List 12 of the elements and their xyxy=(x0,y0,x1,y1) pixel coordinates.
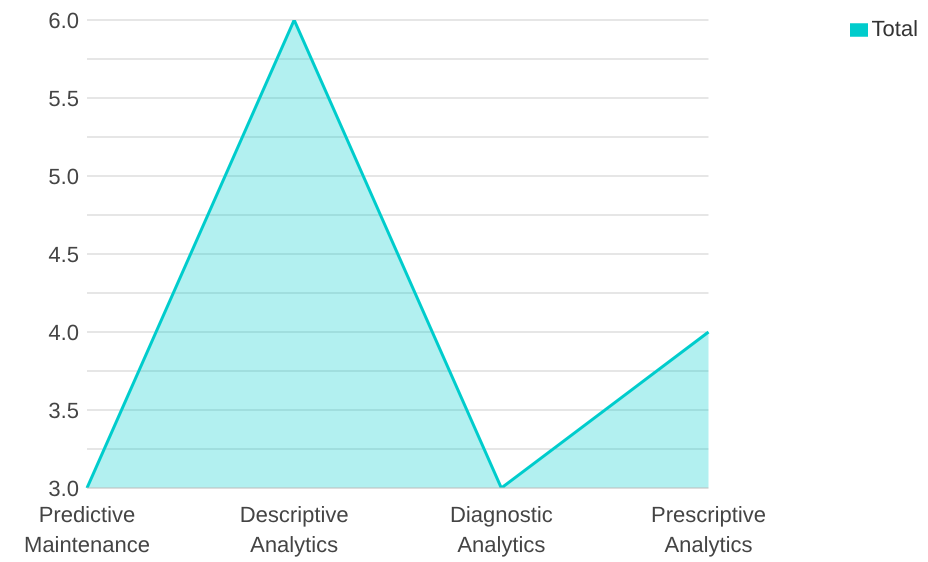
x-tick-label: Predictive Maintenance xyxy=(24,502,150,557)
y-tick-label: 5.0 xyxy=(48,164,79,189)
x-tick-label: Descriptive Analytics xyxy=(240,502,349,557)
x-tick-label: Prescriptive Analytics xyxy=(651,502,766,557)
y-tick-label: 5.5 xyxy=(48,86,79,111)
y-tick-label: 6.0 xyxy=(48,8,79,33)
y-tick-label: 4.0 xyxy=(48,320,79,345)
y-tick-label: 4.5 xyxy=(48,242,79,267)
y-tick-label: 3.0 xyxy=(48,476,79,501)
legend-label: Total xyxy=(872,16,918,41)
x-tick-label: Diagnostic Analytics xyxy=(450,502,553,557)
y-tick-label: 3.5 xyxy=(48,398,79,423)
